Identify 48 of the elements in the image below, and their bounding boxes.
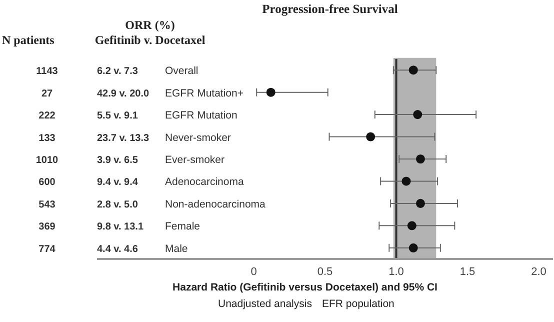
annotation: 9.4 v. 9.4 (97, 177, 138, 188)
text: 133 (38, 132, 56, 144)
annotation: 9.8 v. 13.1 (97, 222, 144, 233)
y-tick-label: Never-smoker (165, 132, 232, 144)
annotation: 5.5 v. 9.1 (97, 110, 138, 122)
annotation: 3.9 v. 6.5 (97, 155, 138, 166)
text: 774 (38, 244, 56, 255)
y-tick-label: Non-adenocarcinoma (165, 198, 266, 210)
annotation: 23.7 v. 13.3 (97, 132, 150, 144)
y-tick-label: EGFR Mutation+ (165, 87, 244, 100)
x-tick-label: 2.0 (531, 266, 546, 278)
x-tick-label: 0.5 (317, 266, 333, 278)
point (266, 88, 276, 97)
text: N patients (2, 33, 54, 48)
text: 543 (38, 199, 56, 210)
annotation: 42.9 v. 20.0 (97, 88, 150, 100)
x-tick-label: 1.0 (388, 266, 404, 278)
text: 1010 (36, 155, 59, 166)
x-tick-label: 0 (250, 266, 257, 278)
x-axis-title: Hazard Ratio (Gefitinib versus Docetaxel) and 95% CI (172, 281, 438, 294)
point (413, 110, 422, 120)
x-tick-label: 1.5 (460, 266, 476, 278)
y-tick-label: Ever-smoker (165, 154, 226, 166)
point (408, 243, 418, 252)
text: ORR (%) (125, 18, 175, 33)
text: 1143 (36, 66, 58, 78)
point (408, 66, 418, 75)
point (416, 154, 425, 164)
point (416, 198, 425, 208)
y-tick-label: Overall (165, 65, 198, 78)
y-tick-label: Female (165, 220, 200, 233)
text: 369 (38, 222, 56, 233)
y-tick-label: Adenocarcinoma (165, 176, 244, 188)
annotation: 4.4 v. 4.6 (97, 244, 138, 255)
annotation: 2.8 v. 5.0 (97, 199, 138, 210)
text: 222 (38, 110, 56, 122)
text: 600 (38, 177, 56, 188)
y-tick-label: EGFR Mutation (165, 110, 238, 122)
chart-title: Progression-free Survival (262, 2, 398, 17)
text: Gefitinib v. Docetaxel (94, 33, 206, 48)
text: 27 (41, 88, 53, 100)
point (407, 221, 416, 230)
point (402, 176, 411, 186)
y-tick-label: Male (165, 242, 188, 255)
text: EFR population (322, 298, 394, 310)
text: Unadjusted analysis (218, 298, 312, 310)
annotation: 6.2 v. 7.3 (97, 66, 138, 78)
point (366, 132, 376, 142)
